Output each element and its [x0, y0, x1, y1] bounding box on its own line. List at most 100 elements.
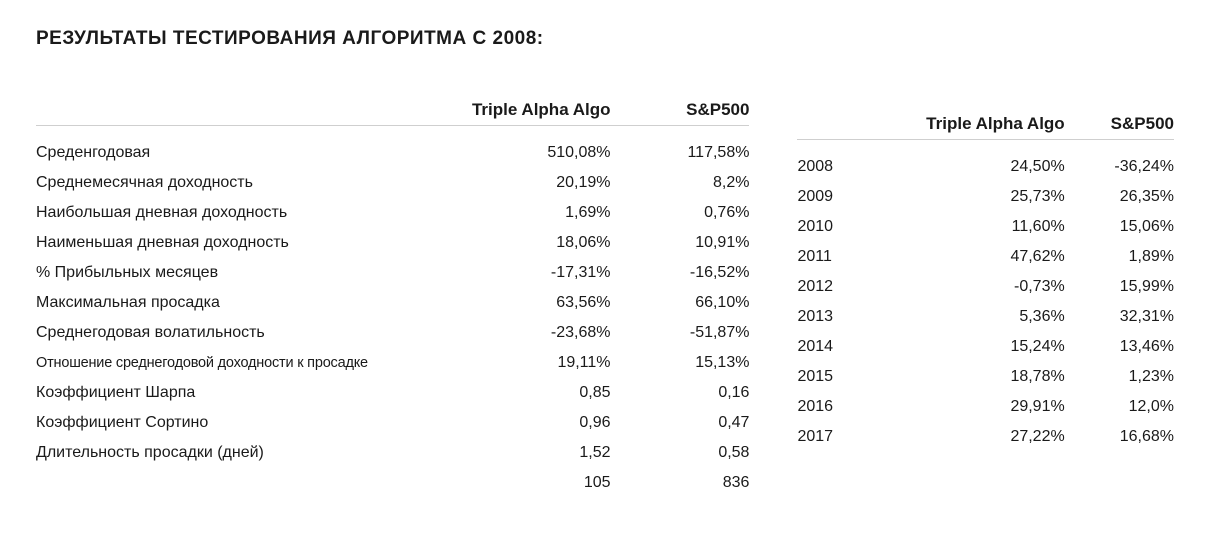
table-row: Среднемесячная доходность20,19%8,2%	[36, 168, 749, 198]
year-bench-value: -36,24%	[1065, 152, 1174, 182]
metric-algo-value: -17,31%	[412, 258, 610, 288]
metric-algo-value: 105	[412, 468, 610, 498]
table-row: 200925,73%26,35%	[797, 182, 1174, 212]
year-label: 2009	[797, 182, 896, 212]
metrics-spacer	[36, 126, 749, 138]
metric-label: Отношение среднегодовой доходности к про…	[36, 348, 412, 378]
metric-algo-value: 1,69%	[412, 198, 610, 228]
metric-algo-value: 20,19%	[412, 168, 610, 198]
year-bench-value: 15,99%	[1065, 272, 1174, 302]
table-row: 105836	[36, 468, 749, 498]
metric-label: Коэффициент Сортино	[36, 408, 412, 438]
metric-algo-value: 1,52	[412, 438, 610, 468]
year-algo-value: -0,73%	[896, 272, 1064, 302]
metrics-header-algo: Triple Alpha Algo	[412, 94, 610, 126]
year-algo-value: 27,22%	[896, 422, 1064, 452]
year-algo-value: 18,78%	[896, 362, 1064, 392]
metric-bench-value: 15,13%	[611, 348, 750, 378]
table-row: 201147,62%1,89%	[797, 242, 1174, 272]
metric-label: % Прибыльных месяцев	[36, 258, 412, 288]
metric-label: Максимальная просадка	[36, 288, 412, 318]
years-spacer	[797, 140, 1174, 152]
metric-algo-value: 0,96	[412, 408, 610, 438]
metric-bench-value: 0,76%	[611, 198, 750, 228]
table-row: Коэффициент Сортино0,960,47	[36, 408, 749, 438]
tables-row: Triple Alpha Algo S&P500 Среденгодовая51…	[36, 94, 1174, 498]
metric-algo-value: 18,06%	[412, 228, 610, 258]
year-label: 2014	[797, 332, 896, 362]
year-label: 2008	[797, 152, 896, 182]
table-row: 200824,50%-36,24%	[797, 152, 1174, 182]
table-row: 2012-0,73%15,99%	[797, 272, 1174, 302]
metric-algo-value: 19,11%	[412, 348, 610, 378]
year-bench-value: 12,0%	[1065, 392, 1174, 422]
year-bench-value: 26,35%	[1065, 182, 1174, 212]
metric-label: Коэффициент Шарпа	[36, 378, 412, 408]
year-algo-value: 25,73%	[896, 182, 1064, 212]
years-header-blank	[797, 108, 896, 140]
page: РЕЗУЛЬТАТЫ ТЕСТИРОВАНИЯ АЛГОРИТМА С 2008…	[0, 0, 1210, 526]
table-row: 201415,24%13,46%	[797, 332, 1174, 362]
metric-bench-value: 66,10%	[611, 288, 750, 318]
year-label: 2017	[797, 422, 896, 452]
year-bench-value: 15,06%	[1065, 212, 1174, 242]
metric-algo-value: 0,85	[412, 378, 610, 408]
table-row: Среденгодовая510,08%117,58%	[36, 138, 749, 168]
metric-label: Среднегодовая волатильность	[36, 318, 412, 348]
year-bench-value: 1,23%	[1065, 362, 1174, 392]
years-body: 200824,50%-36,24%200925,73%26,35%201011,…	[797, 140, 1174, 453]
year-label: 2016	[797, 392, 896, 422]
year-label: 2013	[797, 302, 896, 332]
metrics-header-row: Triple Alpha Algo S&P500	[36, 94, 749, 126]
metrics-table: Triple Alpha Algo S&P500 Среденгодовая51…	[36, 94, 749, 498]
metric-bench-value: 117,58%	[611, 138, 750, 168]
metric-algo-value: 510,08%	[412, 138, 610, 168]
year-algo-value: 15,24%	[896, 332, 1064, 362]
table-row: Отношение среднегодовой доходности к про…	[36, 348, 749, 378]
table-row: 20135,36%32,31%	[797, 302, 1174, 332]
year-bench-value: 13,46%	[1065, 332, 1174, 362]
table-row: Длительность просадки (дней)1,520,58	[36, 438, 749, 468]
metric-bench-value: 836	[611, 468, 750, 498]
years-header-row: Triple Alpha Algo S&P500	[797, 108, 1174, 140]
year-algo-value: 24,50%	[896, 152, 1064, 182]
table-row: 201629,91%12,0%	[797, 392, 1174, 422]
year-algo-value: 11,60%	[896, 212, 1064, 242]
table-row: Коэффициент Шарпа0,850,16	[36, 378, 749, 408]
years-table: Triple Alpha Algo S&P500 200824,50%-36,2…	[797, 108, 1174, 452]
metric-bench-value: 0,58	[611, 438, 750, 468]
table-row: Наименьшая дневная доходность18,06%10,91…	[36, 228, 749, 258]
metric-bench-value: -51,87%	[611, 318, 750, 348]
year-label: 2010	[797, 212, 896, 242]
year-label: 2015	[797, 362, 896, 392]
metric-algo-value: -23,68%	[412, 318, 610, 348]
year-bench-value: 16,68%	[1065, 422, 1174, 452]
metrics-body: Среденгодовая510,08%117,58%Среднемесячна…	[36, 126, 749, 499]
year-label: 2011	[797, 242, 896, 272]
table-row: % Прибыльных месяцев-17,31%-16,52%	[36, 258, 749, 288]
year-algo-value: 29,91%	[896, 392, 1064, 422]
metric-algo-value: 63,56%	[412, 288, 610, 318]
metric-label: Наименьшая дневная доходность	[36, 228, 412, 258]
table-row: 201011,60%15,06%	[797, 212, 1174, 242]
table-row: 201518,78%1,23%	[797, 362, 1174, 392]
year-algo-value: 5,36%	[896, 302, 1064, 332]
metric-label: Наибольшая дневная доходность	[36, 198, 412, 228]
metric-label: Среденгодовая	[36, 138, 412, 168]
table-row: Максимальная просадка63,56%66,10%	[36, 288, 749, 318]
metric-label: Среднемесячная доходность	[36, 168, 412, 198]
metric-label: Длительность просадки (дней)	[36, 438, 412, 468]
year-bench-value: 32,31%	[1065, 302, 1174, 332]
year-bench-value: 1,89%	[1065, 242, 1174, 272]
metrics-header-blank	[36, 94, 412, 126]
metric-bench-value: 0,16	[611, 378, 750, 408]
table-row: Среднегодовая волатильность-23,68%-51,87…	[36, 318, 749, 348]
table-row: Наибольшая дневная доходность1,69%0,76%	[36, 198, 749, 228]
metrics-header-bench: S&P500	[611, 94, 750, 126]
metric-bench-value: 10,91%	[611, 228, 750, 258]
metric-label	[36, 468, 412, 498]
metric-bench-value: 8,2%	[611, 168, 750, 198]
metric-bench-value: -16,52%	[611, 258, 750, 288]
year-algo-value: 47,62%	[896, 242, 1064, 272]
years-header-bench: S&P500	[1065, 108, 1174, 140]
